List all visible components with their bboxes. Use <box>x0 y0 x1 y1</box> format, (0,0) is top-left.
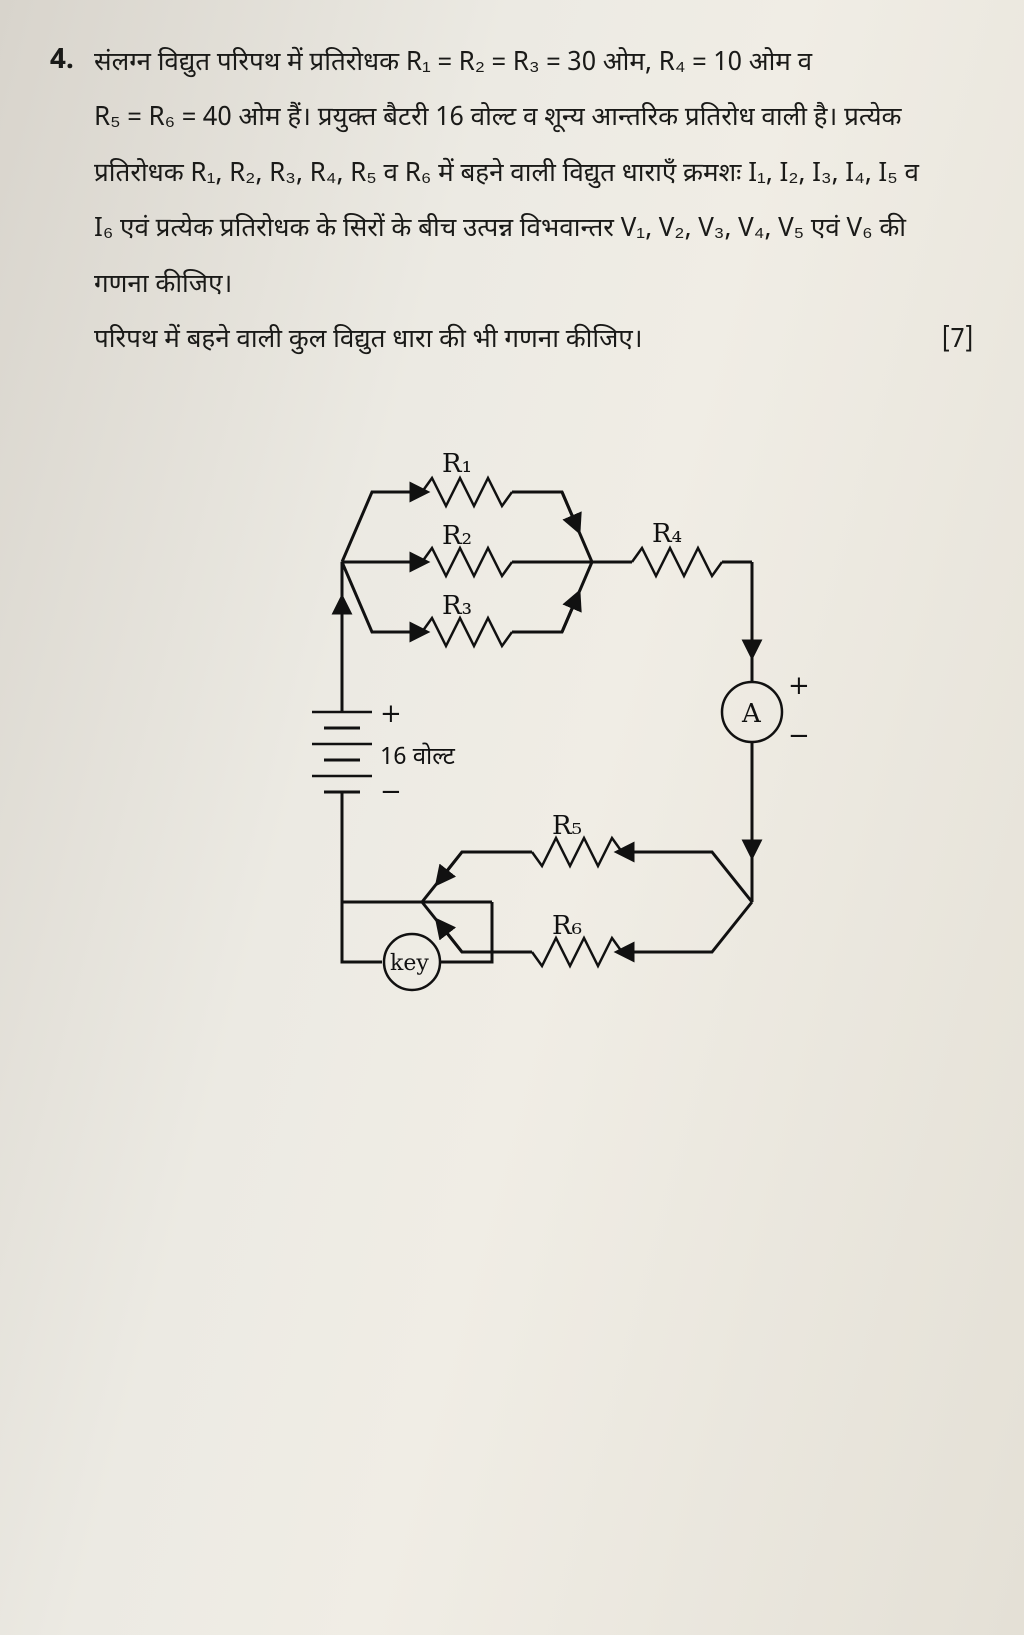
question-line-final: परिपथ में बहने वाली कुल विद्युत धारा की … <box>94 317 974 366</box>
label-r2: R₂ <box>442 521 472 551</box>
lower-parallel-group: R₅ R₆ <box>422 811 752 966</box>
battery-voltage: 16 वोल्ट <box>380 742 456 774</box>
key-switch: key <box>342 902 492 990</box>
question-final-text: परिपथ में बहने वाली कुल विद्युत धारा की … <box>94 324 643 358</box>
question-line-5: गणना कीजिए। <box>94 262 974 311</box>
label-r1: R₁ <box>442 449 472 479</box>
page: 4. संलग्न विद्युत परिपथ में प्रतिरोधक R₁… <box>0 0 1024 1635</box>
ammeter-plus: + <box>788 671 810 701</box>
question-row: 4. संलग्न विद्युत परिपथ में प्रतिरोधक R₁… <box>50 40 974 372</box>
question-line-4: I₆ एवं प्रत्येक प्रतिरोधक के सिरों के बी… <box>94 206 974 255</box>
label-r6: R₆ <box>552 911 582 941</box>
label-r5: R₅ <box>552 811 582 841</box>
ammeter: A + − <box>722 562 810 902</box>
question-marks: [7] <box>941 317 974 366</box>
battery: + − 16 वोल्ट <box>312 562 456 902</box>
battery-plus: + <box>380 699 402 729</box>
question-line-2: R₅ = R₆ = 40 ओम हैं। प्रयुक्त बैटरी 16 व… <box>94 95 974 144</box>
question-line-3: प्रतिरोधक R₁, R₂, R₃, R₄, R₅ व R₆ में बह… <box>94 151 974 200</box>
question-line-1: संलग्न विद्युत परिपथ में प्रतिरोधक R₁ = … <box>94 40 974 89</box>
question-number: 4. <box>50 40 94 80</box>
circuit-diagram: R₁ R₂ R₃ R₄ <box>192 402 832 1182</box>
label-r3: R₃ <box>442 591 472 621</box>
key-label: key <box>390 951 429 976</box>
circuit-diagram-wrap: R₁ R₂ R₃ R₄ <box>50 402 974 1182</box>
label-r4: R₄ <box>652 519 682 549</box>
upper-parallel-group: R₁ R₂ R₃ R₄ <box>342 449 752 646</box>
ammeter-symbol: A <box>741 699 762 729</box>
battery-minus: − <box>380 777 402 807</box>
ammeter-minus: − <box>788 721 810 751</box>
question-body: संलग्न विद्युत परिपथ में प्रतिरोधक R₁ = … <box>94 40 974 372</box>
